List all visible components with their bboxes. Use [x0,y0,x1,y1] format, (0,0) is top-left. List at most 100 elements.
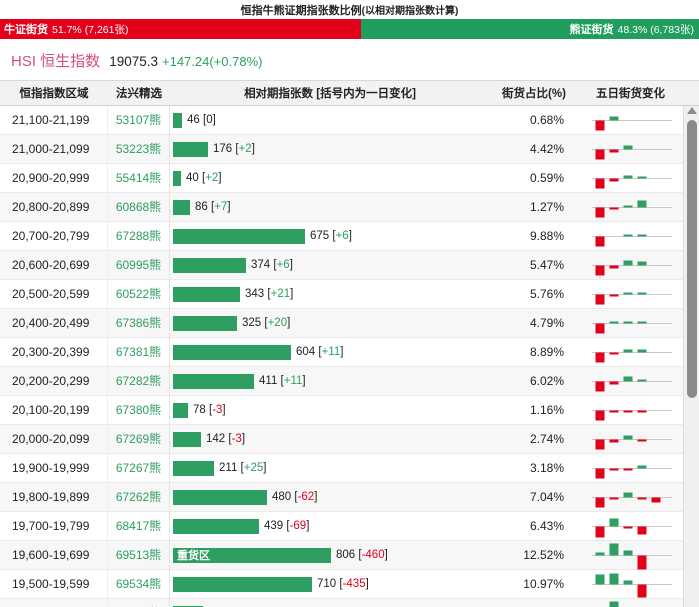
cell-street-share-pct: 6.43% [529,518,564,533]
contracts-count: 46 [187,114,200,126]
contracts-daily-change: +21 [270,288,291,300]
cell-selected-warrant[interactable]: 67267熊 [108,453,170,483]
cell-index-range: 21,100-21,199 [0,106,108,135]
cell-street-share-pct: 1.27% [529,199,564,214]
chart-title-main: 恒指牛熊证期指张数比例 [240,5,362,17]
contracts-value-label: 343 [+21] [245,288,294,300]
cell-street-share-pct: 5.47% [529,257,564,272]
cell-selected-warrant[interactable]: 69534熊 [108,569,170,599]
contracts-count: 86 [195,201,208,213]
cell-index-range: 19,400-19,499 [0,598,108,607]
cell-selected-warrant[interactable]: 69513熊 [108,540,170,570]
contracts-daily-change: -62 [297,491,315,503]
contracts-count: 176 [213,143,233,155]
contracts-count: 411 [259,375,278,387]
cell-index-range: 19,700-19,799 [0,511,108,541]
contracts-daily-change: +2 [238,143,252,155]
contracts-bar [173,431,201,447]
cell-street-share-pct: 12.52% [523,547,564,562]
contracts-daily-change: -460 [361,549,385,561]
cell-index-range: 20,100-20,199 [0,395,108,425]
table-row[interactable]: 19,500-19,599 69534熊 710 [-435] 10.97% [0,569,699,599]
bull-ratio-segment[interactable]: 牛证街货 51.7% (7,261张) [0,19,362,39]
table-row[interactable]: 20,100-20,199 67380熊 78 [-3] 1.16% [0,395,699,425]
contracts-bar [173,228,305,244]
contracts-bar [173,489,267,505]
cell-index-range: 19,800-19,899 [0,482,108,512]
contracts-count: 343 [245,288,265,300]
contracts-count: 78 [193,404,206,416]
cell-street-share-pct: 9.88% [529,228,564,243]
table-row[interactable]: 20,200-20,299 67282熊 411 [+11] 6.02% [0,366,699,396]
table-scrollbar[interactable] [683,106,699,607]
contracts-value-label: 46 [0] [187,114,216,126]
cell-selected-warrant[interactable]: 55414熊 [108,163,170,193]
contracts-value-label: 374 [+6] [251,259,293,271]
table-row[interactable]: 21,000-21,099 53223熊 176 [+2] 4.42% [0,134,699,164]
table-row[interactable]: 20,000-20,099 67269熊 142 [-3] 2.74% [0,424,699,454]
cell-selected-warrant[interactable]: 67282熊 [108,366,170,396]
contracts-bar [173,141,208,157]
cell-street-share-pct: 2.74% [529,431,564,446]
contracts-daily-change: +6 [276,259,290,271]
contracts-daily-change: -69 [289,520,307,532]
cell-selected-warrant[interactable]: 67269熊 [108,424,170,454]
contracts-count: 439 [264,520,284,532]
cell-selected-warrant[interactable]: 60868熊 [108,192,170,222]
contracts-count: 710 [317,578,337,590]
table-row[interactable]: 20,400-20,499 67386熊 325 [+20] 4.79% [0,308,699,338]
cell-five-day-change [578,280,683,309]
table-row[interactable]: 19,700-19,799 68417熊 439 [-69] 6.43% [0,511,699,541]
cell-index-range: 20,500-20,599 [0,279,108,309]
cell-selected-warrant[interactable]: 60995熊 [108,250,170,280]
contracts-value-label: 86 [+7] [195,201,231,213]
cell-selected-warrant[interactable]: 67380熊 [108,395,170,425]
table-row[interactable]: 20,800-20,899 60868熊 86 [+7] 1.27% [0,192,699,222]
contracts-value-label: 325 [+20] [242,317,291,329]
cell-index-range: 20,000-20,099 [0,424,108,454]
scroll-up-arrow-icon[interactable] [687,107,697,114]
cell-selected-warrant[interactable]: 69318熊 [108,598,170,607]
contracts-count: 325 [242,317,262,329]
table-row[interactable]: 19,400-19,49969318熊152 [-149]2.22% [0,598,699,607]
cell-selected-warrant[interactable]: 68417熊 [108,511,170,541]
table-row[interactable]: 19,800-19,899 67262熊 480 [-62] 7.04% [0,482,699,512]
contracts-daily-change: -3 [231,433,242,445]
cell-street-share-pct: 5.76% [529,286,564,301]
table-row[interactable]: 20,500-20,599 60522熊 343 [+21] 5.76% [0,279,699,309]
bear-ratio-segment[interactable]: 熊证街货 48.3% (6,783张) [361,19,699,39]
five-day-sparkline [592,349,672,362]
cell-street-share-pct: 10.97% [523,576,564,591]
cell-selected-warrant[interactable]: 53107熊 [108,106,170,135]
cell-selected-warrant[interactable]: 60522熊 [108,279,170,309]
header-spark: 五日街货变化 [596,88,665,100]
cell-five-day-change [578,106,683,135]
table-row[interactable]: 21,100-21,199 53107熊 46 [0] 0.68% [0,106,699,135]
table-row[interactable]: 20,600-20,699 60995熊 374 [+6] 5.47% [0,250,699,280]
table-row[interactable]: 19,600-19,699 69513熊 重货区 806 [-460] 12.52% [0,540,699,570]
contracts-count: 142 [206,433,226,445]
contracts-count: 211 [219,462,238,474]
scrollbar-thumb[interactable] [687,120,697,398]
cell-index-range: 20,700-20,799 [0,221,108,251]
table-row[interactable]: 20,300-20,399 67381熊 604 [+11] 8.89% [0,337,699,367]
contracts-count: 480 [272,491,292,503]
cell-contracts-bar: 675 [+6] [170,222,490,251]
table-row[interactable]: 19,900-19,999 67267熊 211 [+25] 3.18% [0,453,699,483]
cell-street-share-pct: 7.04% [529,489,564,504]
cell-selected-warrant[interactable]: 67381熊 [108,337,170,367]
cell-selected-warrant[interactable]: 67262熊 [108,482,170,512]
cell-five-day-change [578,483,683,512]
cell-selected-warrant[interactable]: 67386熊 [108,308,170,338]
table-row[interactable]: 20,700-20,799 67288熊 675 [+6] 9.88% [0,221,699,251]
five-day-sparkline [592,145,672,159]
contracts-value-label: 40 [+2] [186,172,222,184]
cell-selected-warrant[interactable]: 53223熊 [108,134,170,164]
cell-selected-warrant[interactable]: 67288熊 [108,221,170,251]
cell-street-share-pct: 8.89% [529,344,564,359]
header-range: 恒指指数区域 [19,88,89,100]
table-row[interactable]: 20,900-20,999 55414熊 40 [+2] 0.59% [0,163,699,193]
contracts-bar [173,199,190,215]
bull-bear-ratio-bar: 牛证街货 51.7% (7,261张) 熊证街货 48.3% (6,783张) [0,19,699,39]
